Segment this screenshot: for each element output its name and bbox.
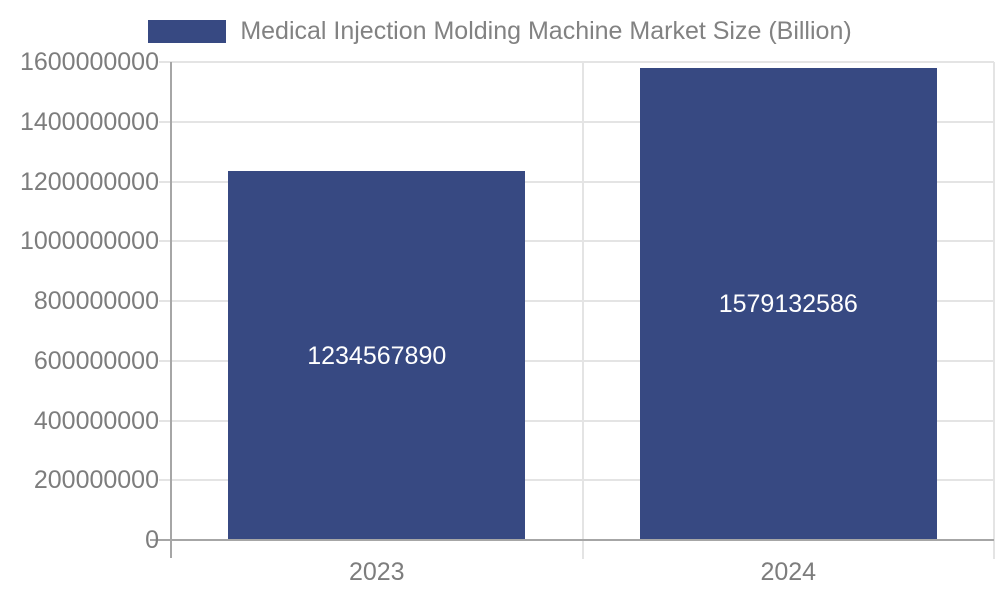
x-axis-tick-label: 2024 [760,558,817,586]
y-gridline [159,61,994,63]
x-axis-tick-label: 2023 [348,558,405,586]
chart-legend[interactable]: Medical Injection Molding Machine Market… [0,17,1000,45]
legend-swatch[interactable] [148,19,227,43]
y-gridline [159,359,994,362]
y-axis-tick-label: 1400000000 [19,107,159,136]
y-axis-tick-label: 1000000000 [19,227,159,256]
bar-value-label: 1234567890 [307,341,447,370]
x-axis-line [150,539,994,541]
bar-2023[interactable] [228,171,526,540]
y-axis-tick-label: 1200000000 [19,167,159,196]
y-axis-tick-label: 600000000 [33,346,159,375]
y-axis-tick-label: 200000000 [33,466,159,495]
x-gridline [581,62,584,559]
y-axis-tick-label: 1600000000 [19,48,159,76]
y-axis-tick-label: 800000000 [33,287,159,315]
y-gridline [159,479,994,482]
y-gridline [159,300,994,302]
bar-value-label: 1579132586 [718,290,858,319]
y-gridline [159,240,994,243]
legend-label: Medical Injection Molding Machine Market… [240,16,852,45]
y-axis-tick-label: 400000000 [33,406,159,435]
bar-2024[interactable] [639,68,937,540]
y-gridline [159,419,994,422]
y-axis-tick-label: 0 [145,526,159,554]
plot-right-border [993,62,995,559]
y-gridline [159,180,994,183]
y-gridline [159,120,994,123]
y-axis-line [170,62,172,558]
